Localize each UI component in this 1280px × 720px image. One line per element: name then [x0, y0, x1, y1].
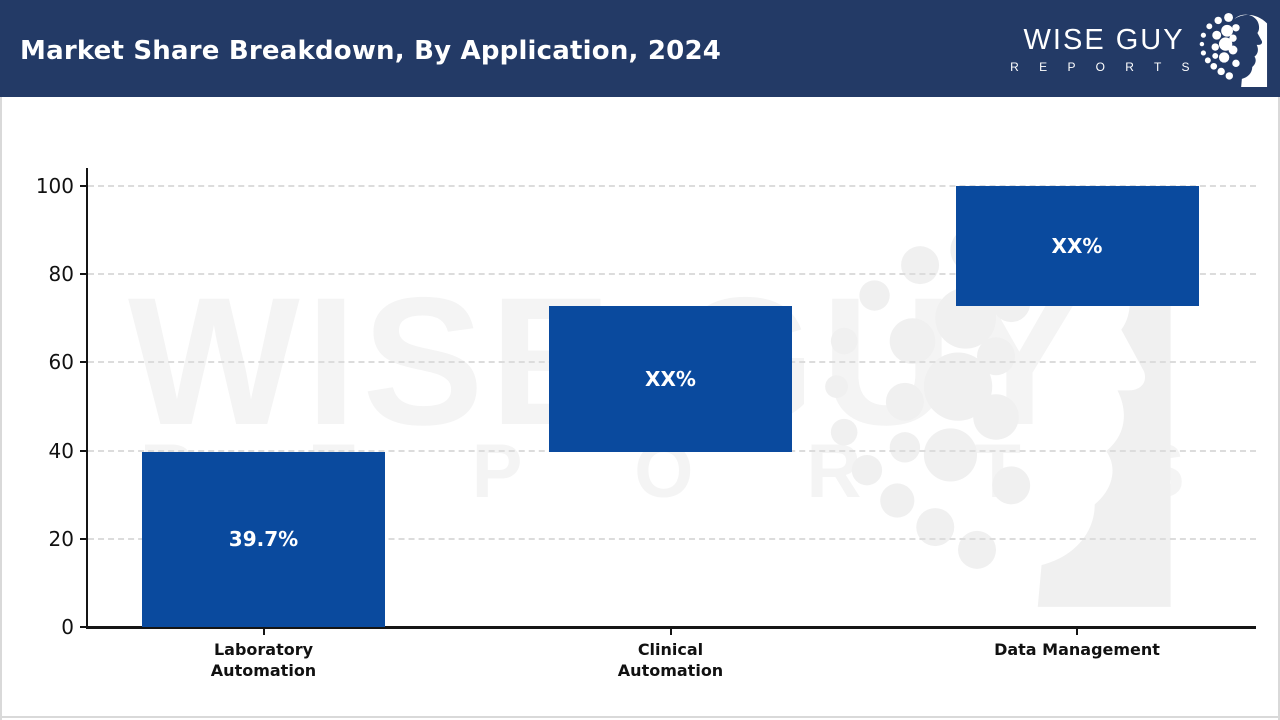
x-tick-label-line: Automation: [210, 661, 317, 680]
x-tick-label-1: Clinical Automation: [511, 639, 831, 681]
y-tick-100: [80, 185, 88, 187]
y-tick-label-0: 0: [61, 615, 74, 639]
bar-clinical-automation: XX%: [549, 305, 792, 452]
bar-value-label: 39.7%: [228, 527, 299, 552]
logo-reports-text: R E P O R T S: [1010, 60, 1198, 74]
y-tick-label-80: 80: [48, 262, 74, 287]
x-tick-1: [669, 627, 672, 635]
x-tick-label-line: Clinical: [637, 640, 704, 659]
y-tick-label-40: 40: [48, 438, 74, 463]
y-tick-label-20: 20: [48, 526, 74, 551]
x-tick-label-line: Laboratory: [213, 640, 314, 659]
page-border-right: [1278, 97, 1280, 720]
x-tick-label-line: Automation: [617, 661, 724, 680]
page-title: Market Share Breakdown, By Application, …: [20, 36, 722, 66]
y-axis-line: [86, 168, 88, 629]
y-tick-60: [80, 361, 88, 364]
x-tick-0: [262, 627, 265, 635]
watermark-head-icon: [825, 227, 1171, 607]
x-tick-label-2: Data Management: [917, 639, 1237, 660]
wise-guy-logo: WISE GUY R E P O R T S: [1010, 6, 1270, 94]
gridline-100: [88, 185, 1256, 187]
gridline-80: [88, 273, 1256, 276]
logo-wordmark-block: WISE GUY R E P O R T S: [1010, 24, 1198, 74]
page-border-left: [0, 97, 2, 720]
header: Market Share Breakdown, By Application, …: [0, 0, 1280, 97]
x-tick-label-line: Data Management: [994, 640, 1160, 659]
y-tick-label-60: 60: [48, 350, 74, 375]
bar-value-label: XX%: [645, 366, 696, 391]
logo-wordmark: WISE GUY: [1023, 24, 1185, 56]
x-tick-2: [1076, 627, 1078, 635]
logo-head-icon: [1199, 13, 1268, 87]
page-border-bottom: [0, 716, 1280, 718]
y-tick-80: [80, 273, 88, 276]
bar-data-management: XX%: [955, 186, 1199, 306]
y-tick-40: [80, 449, 88, 452]
gridline-20: [88, 537, 1256, 540]
y-tick-0: [80, 626, 88, 628]
y-tick-label-100: 100: [35, 174, 74, 198]
y-tick-20: [80, 537, 88, 540]
bar-value-label: XX%: [1051, 233, 1103, 258]
bar-laboratory-automation: 39.7%: [142, 451, 385, 627]
x-tick-label-0: Laboratory Automation: [104, 639, 424, 681]
